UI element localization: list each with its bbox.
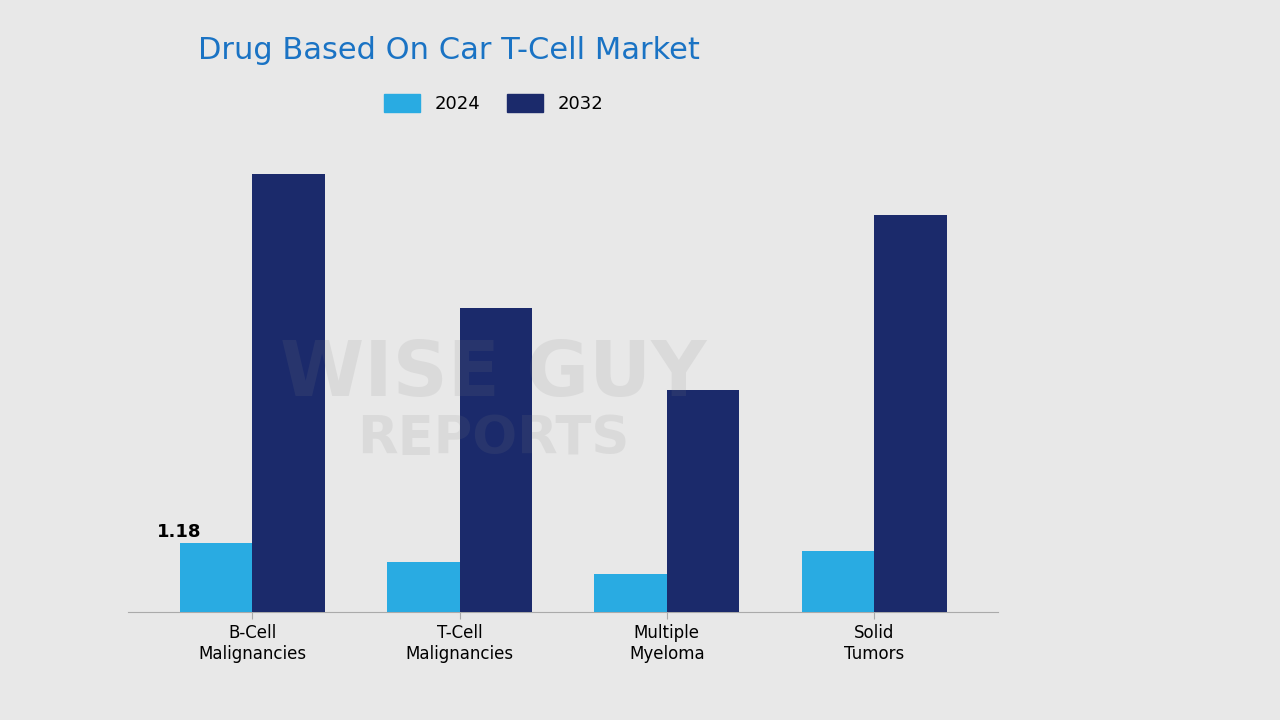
Bar — [387, 562, 460, 612]
Text: REPORTS: REPORTS — [357, 413, 630, 464]
Bar — [874, 215, 947, 612]
Text: Drug Based On Car T-Cell Market: Drug Based On Car T-Cell Market — [197, 35, 699, 65]
Bar — [801, 551, 874, 612]
Legend: 2024, 2032: 2024, 2032 — [375, 85, 612, 122]
Text: WISE GUY: WISE GUY — [280, 338, 707, 413]
Bar — [667, 390, 740, 612]
Bar — [179, 543, 252, 612]
Bar — [594, 574, 667, 612]
Bar — [252, 174, 325, 612]
Bar — [460, 308, 532, 612]
Text: 1.18: 1.18 — [156, 523, 201, 541]
